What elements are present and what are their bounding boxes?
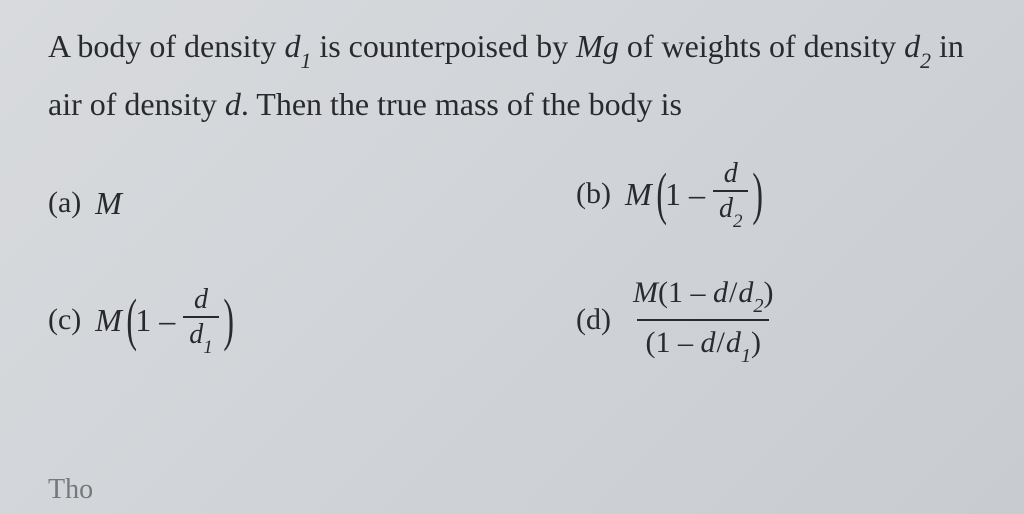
option-d-den-minus: – (670, 326, 700, 359)
option-d-num-rp: ) (764, 276, 774, 309)
option-d-num: M(1 – d/d2) (625, 276, 782, 318)
q-part3: of weights of density (619, 28, 904, 64)
q-mg: Mg (576, 28, 619, 64)
option-d-den: (1 – d/d1) (637, 319, 769, 364)
option-b-label: (b) (576, 177, 611, 211)
option-d-den-d: d (700, 326, 715, 359)
option-d-den-lp: ( (645, 326, 655, 359)
q-d2-var: d (904, 28, 920, 64)
option-c-expr: M ( 1 – d d1 ) (95, 286, 238, 354)
option-d-den-one: 1 (655, 326, 670, 359)
option-c-den-sub: 1 (203, 337, 213, 358)
option-b: (b) M ( 1 – d d2 ) (546, 160, 984, 228)
option-b-den-sub: 2 (733, 211, 743, 232)
option-b-oneminus: 1 – (665, 176, 705, 213)
option-c-label: (c) (48, 303, 81, 337)
option-d-num-minus: – (683, 276, 713, 309)
option-d: (d) M(1 – d/d2) (1 – d/d1) (546, 276, 984, 364)
option-b-den-var: d (719, 193, 733, 224)
cutoff-text: Tho (48, 474, 93, 506)
q-d1-var: d (284, 28, 300, 64)
question-text: A body of density d1 is counterpoised by… (48, 18, 984, 132)
option-d-num-M: M (633, 276, 658, 309)
option-c-frac-num: d (188, 286, 214, 316)
q-part2: is counterpoised by (311, 28, 576, 64)
option-c-M: M (95, 302, 122, 339)
option-b-frac-num: d (718, 160, 744, 190)
option-b-frac: d d2 (713, 160, 749, 228)
q-d2-sub: 2 (920, 49, 931, 73)
option-d-num-slash: / (729, 276, 737, 309)
q-part1: A body of density (48, 28, 284, 64)
option-c-frac-den: d1 (183, 316, 219, 354)
option-a: (a) M (48, 167, 486, 222)
option-d-num-lp: ( (658, 276, 668, 309)
q-d1-sub: 1 (300, 49, 311, 73)
option-d-den-slash: / (716, 326, 724, 359)
option-d-label: (d) (576, 303, 611, 337)
option-d-den-dvar: d (726, 326, 741, 359)
option-d-num-dvar: d (738, 276, 753, 309)
option-d-num-d: d (713, 276, 728, 309)
option-a-value: M (95, 185, 122, 222)
option-d-frac: M(1 – d/d2) (1 – d/d1) (625, 276, 782, 364)
q-d-var: d (225, 86, 241, 122)
q-part5: . Then the true mass of the body is (241, 86, 682, 122)
option-c-den-var: d (189, 319, 203, 350)
option-b-M: M (625, 176, 652, 213)
options-grid: (a) M (b) M ( 1 – d d2 ) (c) M ( 1 – d (48, 160, 984, 364)
option-d-den-rp: ) (751, 326, 761, 359)
option-d-den-dsub: 1 (741, 345, 751, 367)
option-c: (c) M ( 1 – d d1 ) (48, 286, 486, 354)
option-b-expr: M ( 1 – d d2 ) (625, 160, 768, 228)
option-b-frac-den: d2 (713, 190, 749, 228)
option-c-oneminus: 1 – (135, 302, 175, 339)
option-c-frac: d d1 (183, 286, 219, 354)
option-a-label: (a) (48, 186, 81, 220)
option-d-num-dsub: 2 (753, 295, 763, 317)
option-d-num-one: 1 (668, 276, 683, 309)
